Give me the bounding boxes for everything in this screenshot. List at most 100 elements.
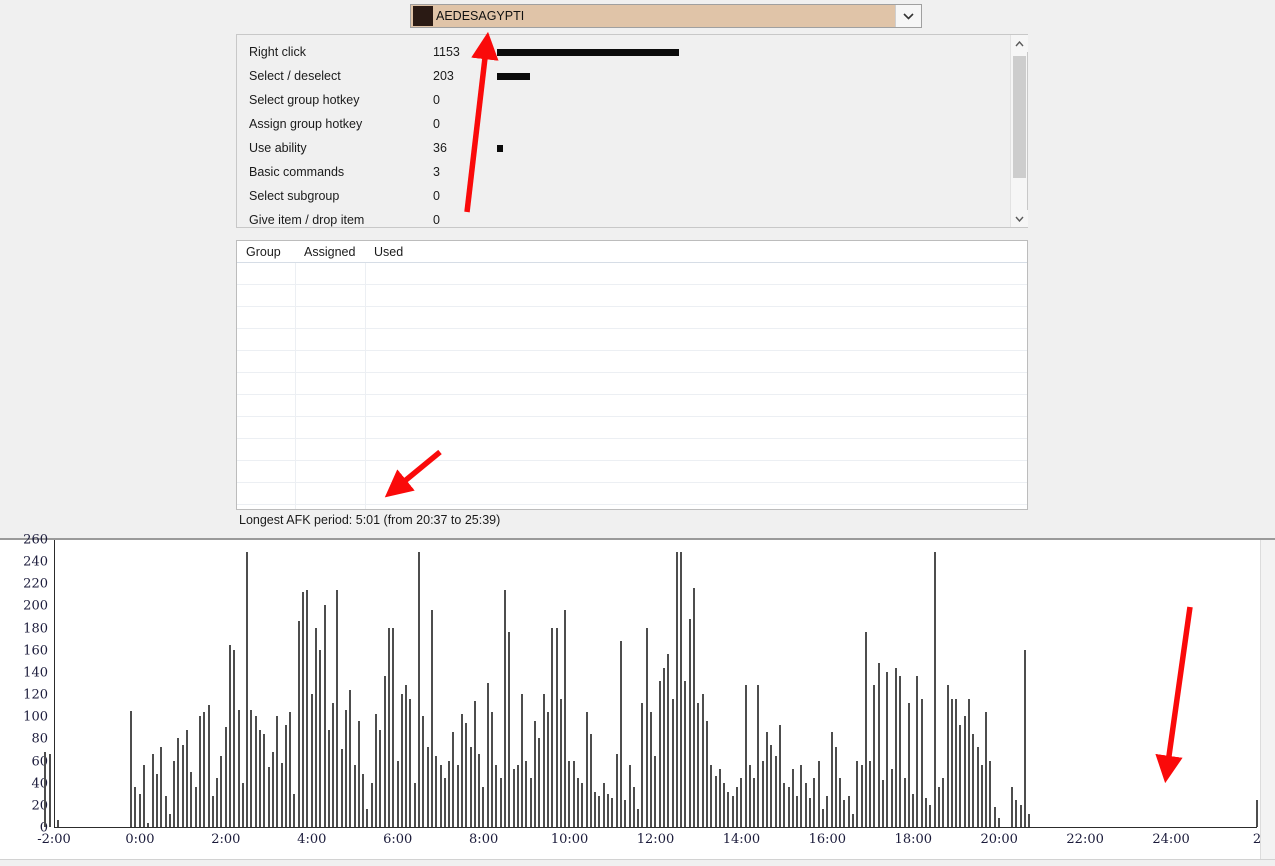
chevron-down-icon[interactable] — [895, 5, 921, 27]
chart-bar — [512, 769, 515, 827]
chart-bar — [194, 787, 197, 827]
chart-bar — [452, 731, 455, 827]
chart-bar — [877, 663, 880, 827]
chart-bar — [826, 796, 829, 827]
chart-bar — [332, 702, 335, 827]
chart-bar — [448, 760, 451, 827]
chart-bar — [757, 685, 760, 827]
chart-bar — [899, 676, 902, 827]
table-row[interactable] — [237, 483, 1027, 505]
action-row[interactable]: Select group hotkey 0 — [237, 88, 1010, 112]
action-row[interactable]: Right click 1153 — [237, 40, 1010, 64]
chart-bar — [319, 649, 322, 827]
table-row[interactable] — [237, 307, 1027, 329]
column-divider — [295, 263, 296, 509]
chart-bar — [160, 747, 163, 827]
chart-bar — [289, 711, 292, 827]
chart-bar — [701, 694, 704, 827]
chart-bar — [705, 720, 708, 827]
chart-bar — [890, 769, 893, 827]
longest-afk-period-label: Longest AFK period: 5:01 (from 20:37 to … — [239, 513, 501, 527]
player-select-combobox[interactable]: AEDESAGYPTI — [410, 4, 922, 28]
table-row[interactable] — [237, 351, 1027, 373]
action-label: Select subgroup — [249, 189, 340, 203]
chart-bars — [44, 540, 1258, 827]
scrollbar-thumb[interactable] — [1013, 56, 1026, 178]
chart-bar — [461, 714, 463, 827]
action-count: 1153 — [433, 45, 460, 59]
chart-bar — [387, 627, 390, 827]
chart-bar — [766, 731, 769, 827]
chart-bar — [375, 714, 378, 827]
y-axis-tick-label: 140 — [23, 665, 48, 681]
chart-bar — [130, 710, 133, 827]
chevron-down-icon[interactable] — [1011, 210, 1028, 227]
chart-bar — [731, 796, 734, 827]
chart-bar — [577, 778, 580, 827]
chart-bar — [465, 722, 468, 827]
chart-bar — [783, 782, 786, 827]
table-row[interactable] — [237, 417, 1027, 439]
x-axis-tick-label: 20:00 — [980, 832, 1018, 847]
table-row[interactable] — [237, 439, 1027, 461]
action-row[interactable]: Assign group hotkey 0 — [237, 112, 1010, 136]
chart-bar — [559, 698, 562, 827]
chart-bar — [834, 747, 837, 827]
chart-bar — [229, 645, 231, 827]
table-row[interactable] — [237, 373, 1027, 395]
chart-bar — [211, 796, 214, 827]
chart-bar — [237, 709, 240, 827]
chart-bar — [529, 778, 532, 827]
chart-bar — [491, 711, 494, 827]
chart-bar — [203, 711, 206, 827]
action-bar — [497, 144, 503, 152]
chart-bar — [353, 764, 356, 827]
chart-bar — [959, 725, 962, 827]
chart-bar — [366, 809, 369, 827]
chart-bar — [813, 778, 816, 827]
chart-bar — [894, 667, 897, 827]
chevron-up-icon[interactable] — [1011, 35, 1028, 52]
x-axis-tick-label: 2 — [1252, 832, 1262, 847]
table-row[interactable] — [237, 263, 1027, 285]
x-axis-tick-label: 6:00 — [383, 832, 413, 847]
chart-bar — [370, 782, 373, 827]
table-row[interactable] — [237, 461, 1027, 483]
action-row[interactable]: Use ability 36 — [237, 136, 1010, 160]
chart-bar — [800, 764, 803, 827]
chart-scrollbar[interactable] — [1260, 540, 1275, 859]
action-row[interactable]: Select subgroup 0 — [237, 184, 1010, 208]
x-axis-tick-label: 0:00 — [125, 832, 155, 847]
chart-bar — [619, 640, 622, 827]
chart-bar — [955, 698, 958, 827]
action-row[interactable]: Select / deselect 203 — [237, 64, 1010, 88]
action-label: Select group hotkey — [249, 93, 360, 107]
chart-bar — [482, 787, 485, 827]
chart-bar — [998, 818, 1001, 827]
chart-bar — [443, 778, 446, 827]
chart-bar — [250, 709, 253, 827]
action-row[interactable]: Give item / drop item 0 — [237, 208, 1010, 232]
actions-list-scrollbar[interactable] — [1010, 35, 1028, 227]
chart-bar — [572, 760, 575, 827]
chart-bar — [546, 711, 549, 827]
table-row[interactable] — [237, 395, 1027, 417]
chart-bar — [594, 791, 597, 827]
chart-bar — [684, 680, 687, 827]
y-axis-tick-label: 60 — [31, 754, 48, 770]
table-row[interactable] — [237, 329, 1027, 351]
chart-bar — [748, 764, 751, 827]
chart-bar — [392, 627, 395, 827]
chart-bar — [134, 787, 137, 827]
chart-bar — [147, 822, 150, 827]
group-hotkey-table: Group Assigned Used — [236, 240, 1028, 510]
chart-bar — [839, 778, 842, 827]
action-row[interactable]: Basic commands 3 — [237, 160, 1010, 184]
chart-bar — [774, 756, 777, 827]
action-label: Right click — [249, 45, 306, 59]
table-row[interactable] — [237, 285, 1027, 307]
chart-bar — [1023, 649, 1026, 827]
chart-bar — [168, 813, 171, 827]
chart-bar — [521, 694, 524, 827]
